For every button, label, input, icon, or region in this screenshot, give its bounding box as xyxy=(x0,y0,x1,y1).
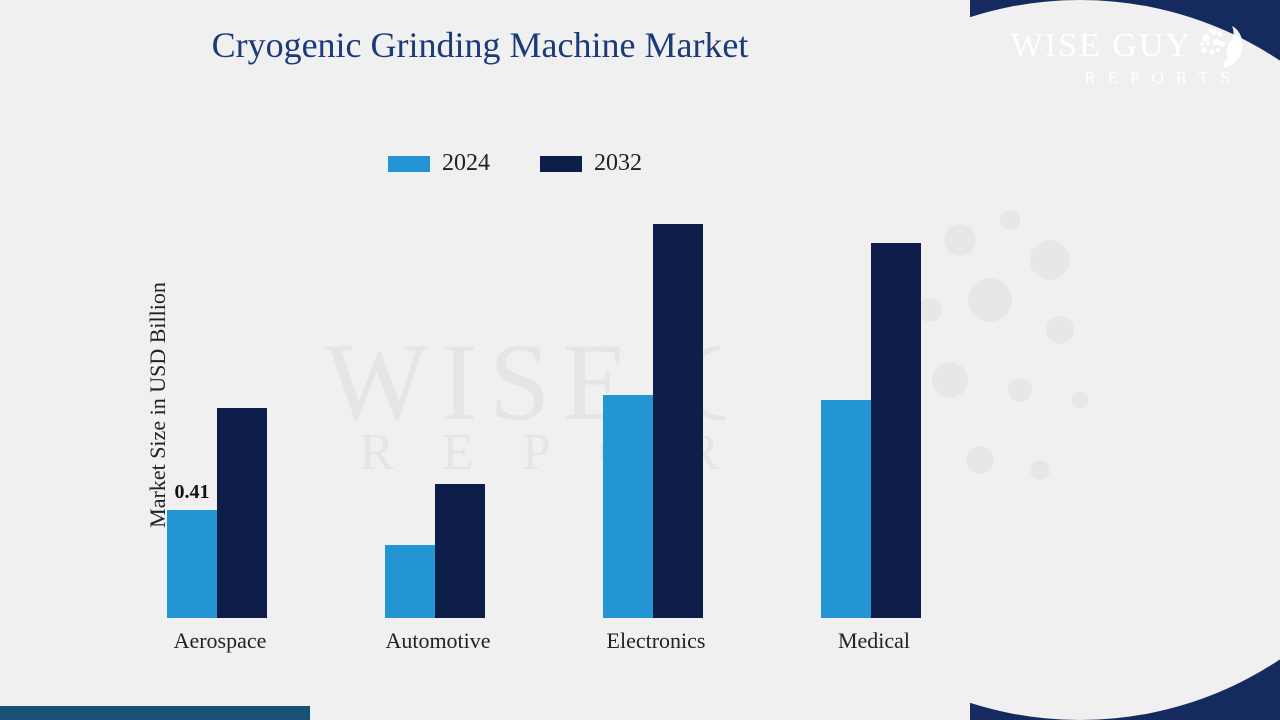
x-tick-automotive: Automotive xyxy=(333,628,543,654)
legend-label-2024: 2024 xyxy=(442,150,490,177)
chart-title: Cryogenic Grinding Machine Market xyxy=(0,24,960,66)
legend-swatch-2024 xyxy=(388,156,430,172)
x-tick-medical: Medical xyxy=(769,628,979,654)
stage: WISE GUY REPORTS WISE GUY R xyxy=(0,0,1280,720)
brand-logo-main-row: WISE GUY xyxy=(1011,22,1246,70)
legend-swatch-2032 xyxy=(540,156,582,172)
x-tick-aerospace: Aerospace xyxy=(115,628,325,654)
brand-name: WISE GUY xyxy=(1011,27,1192,65)
legend: 2024 2032 xyxy=(388,150,642,177)
x-tick-electronics: Electronics xyxy=(551,628,761,654)
bar-2032-electronics xyxy=(653,224,703,618)
bottom-accent-bar xyxy=(0,706,310,720)
bar-2032-medical xyxy=(871,243,921,618)
brand-logo: WISE GUY REPORTS xyxy=(1011,22,1246,88)
chart-area: Market Size in USD Billion 2024 2032 0.4… xyxy=(75,140,955,670)
bar-2024-electronics xyxy=(603,395,653,618)
legend-item-2024: 2024 xyxy=(388,150,490,177)
brand-subtitle: REPORTS xyxy=(1011,68,1246,88)
plot-region: 0.41 Aerospace Automotive Electronics Me… xyxy=(115,198,955,618)
legend-label-2032: 2032 xyxy=(594,150,642,177)
bar-2024-medical xyxy=(821,400,871,618)
legend-item-2032: 2032 xyxy=(540,150,642,177)
bar-2024-aerospace: 0.41 xyxy=(167,510,217,618)
bar-2024-automotive xyxy=(385,545,435,619)
brand-head-icon xyxy=(1198,22,1246,70)
bar-2032-automotive xyxy=(435,484,485,618)
bar-2032-aerospace xyxy=(217,408,267,618)
